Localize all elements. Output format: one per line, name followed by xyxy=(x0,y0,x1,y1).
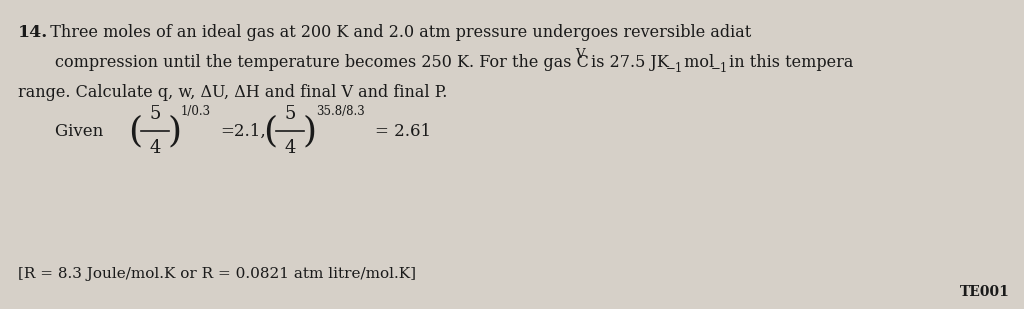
Text: [R = 8.3 Joule/mol.K or R = 0.0821 atm litre/mol.K]: [R = 8.3 Joule/mol.K or R = 0.0821 atm l… xyxy=(18,267,416,281)
Text: 1/0.3: 1/0.3 xyxy=(181,104,211,117)
Text: in this tempera: in this tempera xyxy=(724,54,853,71)
Text: 35.8/8.3: 35.8/8.3 xyxy=(316,104,365,117)
Text: ): ) xyxy=(168,114,182,148)
Text: range. Calculate q, w, ΔU, ΔH and final V and final P.: range. Calculate q, w, ΔU, ΔH and final … xyxy=(18,84,447,101)
Text: TE001: TE001 xyxy=(961,285,1010,299)
Text: compression until the temperature becomes 250 K. For the gas C: compression until the temperature become… xyxy=(55,54,589,71)
Text: 4: 4 xyxy=(285,139,296,157)
Text: (: ( xyxy=(128,114,142,148)
Text: −1: −1 xyxy=(711,62,728,75)
Text: Three moles of an ideal gas at 200 K and 2.0 atm pressure undergoes reversible a: Three moles of an ideal gas at 200 K and… xyxy=(40,24,752,41)
Text: (: ( xyxy=(263,114,278,148)
Text: Given: Given xyxy=(55,122,109,139)
Text: −1: −1 xyxy=(666,62,683,75)
Text: mol: mol xyxy=(679,54,715,71)
Text: ): ) xyxy=(303,114,317,148)
Text: is 27.5 JK: is 27.5 JK xyxy=(586,54,669,71)
Text: = 2.61: = 2.61 xyxy=(375,122,431,139)
Text: =2.1,: =2.1, xyxy=(220,122,266,139)
Text: 14.: 14. xyxy=(18,24,48,41)
Text: 5: 5 xyxy=(285,105,296,123)
Text: 4: 4 xyxy=(150,139,161,157)
Text: 5: 5 xyxy=(150,105,161,123)
Text: V: V xyxy=(575,48,585,61)
